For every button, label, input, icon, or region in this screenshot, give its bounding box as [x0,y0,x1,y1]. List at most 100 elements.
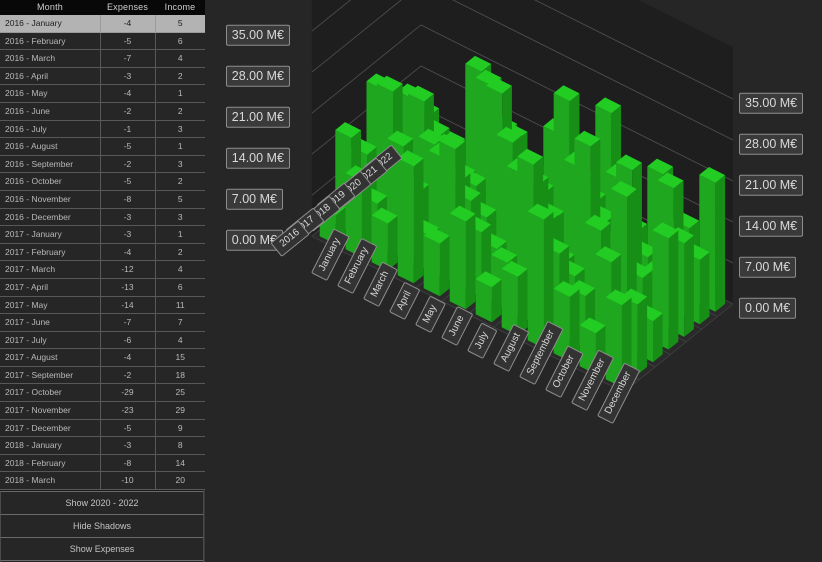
table-header-row: Month Expenses Income [0,0,205,15]
bar-face-top[interactable] [595,97,622,114]
table-row[interactable]: 2016 - April -3 2 [0,67,205,86]
bar-face-right [569,289,580,362]
column-header-expenses[interactable]: Expenses [100,0,155,15]
bar-face-top[interactable] [605,289,632,306]
table-row[interactable]: 2017 - December -5 9 [0,419,205,438]
cell-month: 2017 - November [0,401,101,420]
table-row[interactable]: 2018 - March -10 20 [0,471,205,491]
table-row[interactable]: 2016 - June -2 2 [0,102,205,121]
cell-expenses: -8 [100,190,156,209]
bar-face-left [397,158,414,284]
cell-month: 2018 - March [0,471,101,491]
cell-month: 2016 - February [0,32,101,51]
chart-3d-canvas [311,0,734,393]
table-row[interactable]: 2017 - March -12 4 [0,260,205,279]
cell-month: 2018 - January [0,436,101,455]
cell-income: 2 [155,243,205,262]
table-row[interactable]: 2016 - December -3 3 [0,208,205,227]
bar-face-top[interactable] [491,247,518,263]
bar-face-top[interactable] [335,122,362,138]
bar-face-top[interactable] [652,222,679,239]
table-row[interactable]: 2016 - February -5 6 [0,32,205,51]
table-row[interactable]: 2016 - November -8 5 [0,190,205,209]
bar-face-top[interactable] [449,205,476,222]
table-row[interactable]: 2017 - January -3 1 [0,225,205,244]
data-table-container[interactable]: Month Expenses Income 2016 - January -4 5 2… [0,0,205,491]
bar-face-top[interactable] [439,133,466,149]
cell-income: 18 [155,366,205,385]
bar-face-top[interactable] [647,158,674,175]
value-tick-right-5: 35.00 M€ [739,92,804,114]
cell-month: 2016 - December [0,208,101,227]
cell-expenses: -2 [100,155,156,174]
table-row[interactable]: 2017 - June -7 7 [0,313,205,332]
bar-face-right [465,213,476,310]
bar-face-top[interactable] [501,260,528,277]
bar-face-top[interactable] [408,85,434,102]
control-button-use-margin[interactable]: Use Margin [0,560,204,562]
table-row[interactable]: 2017 - May -14 11 [0,296,205,315]
bar-face-top[interactable] [387,130,414,147]
control-button-show-expenses[interactable]: Show Expenses [0,537,204,562]
bar-face-top[interactable] [397,150,424,167]
cell-income: 3 [155,120,205,139]
table-row[interactable]: 2016 - May -4 1 [0,84,205,103]
bar-face-top[interactable] [496,126,523,143]
cell-month: 2016 - September [0,155,101,174]
table-row[interactable]: 2016 - August -5 1 [0,137,205,156]
bar-face-top[interactable] [584,214,611,231]
cell-expenses: -3 [100,67,156,86]
bar-face-top[interactable] [579,317,606,334]
bar-face-top[interactable] [465,55,492,72]
cell-month: 2018 - February [0,454,101,473]
table-row[interactable]: 2016 - September -2 3 [0,155,205,174]
value-tick-right-0: 0.00 M€ [739,297,797,319]
bar-face-top[interactable] [699,167,726,183]
bar-face-top[interactable] [486,77,512,94]
bar-face-top[interactable] [418,128,445,145]
table-row[interactable]: 2017 - February -4 2 [0,243,205,262]
cell-income: 8 [155,436,205,455]
table-row[interactable]: 2017 - October -29 25 [0,383,205,403]
table-row[interactable]: 2016 - July -1 3 [0,120,205,139]
table-row[interactable]: 2017 - September -2 18 [0,366,205,385]
table-row[interactable]: 2018 - February -8 14 [0,454,205,473]
table-row[interactable]: 2016 - October -5 2 [0,172,205,191]
table-row[interactable]: 2016 - March -7 4 [0,49,205,68]
table-row[interactable]: 2017 - November -23 29 [0,401,205,420]
bar-face-top[interactable] [595,246,622,263]
bar-face-top[interactable] [553,85,580,102]
table-row[interactable]: 2017 - April -13 6 [0,278,205,297]
bar-face-top[interactable] [376,75,403,92]
bar-face-right [715,175,726,312]
bar-face-right [699,252,710,325]
bar-face-top[interactable] [574,130,601,147]
bar-face-top[interactable] [371,207,398,224]
bar-face-top[interactable] [616,154,642,171]
bar-face-top[interactable] [517,148,544,165]
table-row[interactable]: 2018 - January -3 8 [0,436,205,455]
bar-face-right [517,269,528,336]
bar-face-top[interactable] [610,181,637,197]
cell-expenses: -13 [100,278,156,297]
cell-expenses: -4 [100,348,156,367]
column-header-income[interactable]: Income [155,0,205,15]
bar-face-top[interactable] [423,227,450,244]
control-button-hide-shadows[interactable]: Hide Shadows [0,514,204,539]
column-header-month[interactable]: Month [0,0,100,15]
chart-3d-viewport[interactable]: 0.00 M€ 7.00 M€ 14.00 M€ 21.00 M€ 28.00 M€ 35… [205,0,822,562]
bar-face-top[interactable] [527,203,554,220]
bar-face-left [371,215,388,271]
cell-income: 14 [155,454,205,473]
bar-face-top[interactable] [657,172,684,189]
table-body: 2016 - January -4 5 2016 - February -5 6 2016 … [0,15,205,491]
bar-face-top[interactable] [553,281,580,297]
bar-face-top[interactable] [475,271,502,288]
cell-expenses: -23 [100,401,156,420]
bar-face-top[interactable] [621,288,648,305]
table-row[interactable]: 2017 - August -4 15 [0,348,205,367]
bar-face-top[interactable] [569,280,596,296]
control-button-show-2020-2022[interactable]: Show 2020 - 2022 [0,491,204,516]
table-row[interactable]: 2016 - January -4 5 [0,15,205,33]
table-row[interactable]: 2017 - July -6 4 [0,331,205,350]
